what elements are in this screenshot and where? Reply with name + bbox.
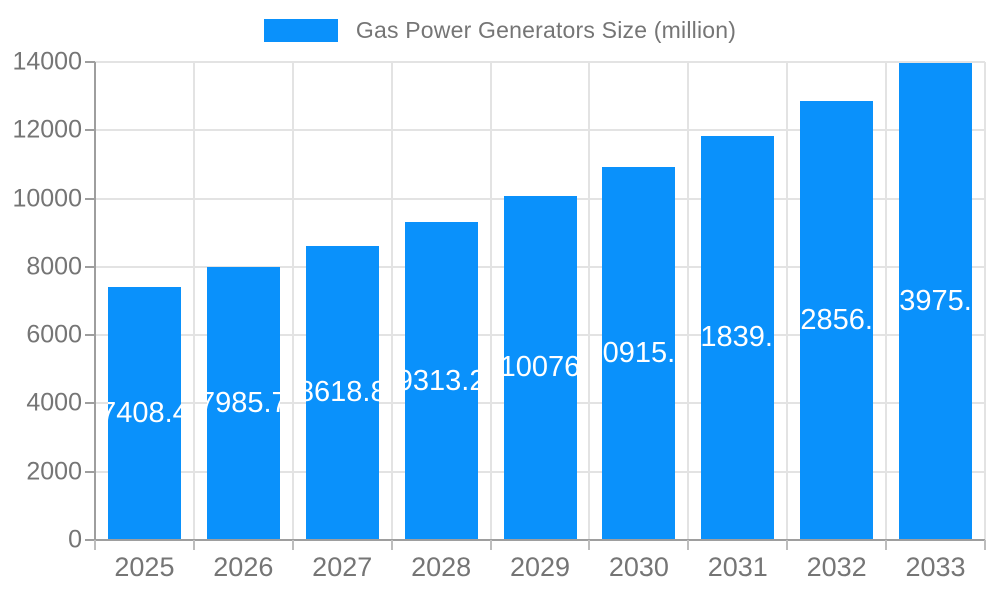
x-axis-label-2027: 2027 xyxy=(312,552,373,582)
x-tick-5 xyxy=(588,540,591,550)
x-tick-0 xyxy=(94,540,96,550)
y-tick-12000 xyxy=(85,129,95,132)
y-tick-8000 xyxy=(85,265,95,268)
x-tick-9 xyxy=(984,540,986,550)
x-tick-3 xyxy=(390,540,393,550)
y-axis-label-14000: 14000 xyxy=(12,47,82,76)
bar-value-label-2031: 11839.1 xyxy=(701,321,774,354)
x-tick-2 xyxy=(291,540,294,550)
bar-2031[interactable]: 11839.1 xyxy=(701,135,775,540)
bar-value-label-2028: 9313.2 xyxy=(404,364,478,397)
y-tick-0 xyxy=(85,539,95,541)
legend-swatch-icon xyxy=(263,18,338,42)
y-axis-label-10000: 10000 xyxy=(12,184,82,213)
y-tick-14000 xyxy=(85,61,95,63)
y-axis-label-2000: 2000 xyxy=(26,457,82,486)
y-tick-6000 xyxy=(85,334,95,337)
x-axis-label-2025: 2025 xyxy=(114,552,175,582)
h-gridline-12000 xyxy=(95,129,985,132)
bar-value-label-2029: 10076 xyxy=(503,351,577,384)
x-axis-label-2033: 2033 xyxy=(905,552,966,582)
v-gridline-3 xyxy=(390,62,393,540)
bar-value-label-2032: 12856.2 xyxy=(800,304,873,337)
v-gridline-2 xyxy=(291,62,294,540)
x-axis-label-2029: 2029 xyxy=(509,552,571,582)
bar-2028[interactable]: 9313.2 xyxy=(404,222,478,540)
bar-2026[interactable]: 7985.7 xyxy=(206,267,280,540)
bar-value-label-2033: 13975.2 xyxy=(899,284,972,317)
bar-2032[interactable]: 12856.2 xyxy=(800,101,874,540)
h-gridline-14000 xyxy=(95,61,985,63)
bar-2025[interactable]: 7408.4 xyxy=(107,287,181,540)
y-axis-label-12000: 12000 xyxy=(12,115,82,144)
bar-2033[interactable]: 13975.2 xyxy=(899,62,973,540)
legend-label: Gas Power Generators Size (million) xyxy=(355,16,737,43)
bar-2027[interactable]: 8618.8 xyxy=(305,245,379,540)
bar-value-label-2030: 10915.2 xyxy=(602,337,676,370)
x-tick-6 xyxy=(687,540,690,550)
x-tick-4 xyxy=(489,540,492,550)
v-gridline-9 xyxy=(984,62,986,540)
bar-value-label-2027: 8618.8 xyxy=(305,376,379,409)
y-tick-4000 xyxy=(85,402,95,405)
y-axis-label-4000: 4000 xyxy=(26,388,82,417)
bar-2029[interactable]: 10076 xyxy=(503,195,577,540)
y-axis-label-6000: 6000 xyxy=(26,320,82,349)
bar-value-label-2026: 7985.7 xyxy=(206,387,280,420)
bar-value-label-2025: 7408.4 xyxy=(107,397,181,430)
x-axis-label-2026: 2026 xyxy=(213,552,274,582)
x-axis-label-2030: 2030 xyxy=(608,552,669,582)
y-tick-2000 xyxy=(85,470,95,473)
v-gridline-5 xyxy=(588,62,591,540)
y-axis-label-0: 0 xyxy=(68,525,82,554)
y-axis-line xyxy=(94,62,96,540)
v-gridline-1 xyxy=(192,62,195,540)
v-gridline-7 xyxy=(786,62,789,540)
plot-area: 7408.4 7985.7 8618.8 9313.2 10076 10915.2 1183… xyxy=(93,61,986,541)
y-axis-label-8000: 8000 xyxy=(26,252,82,281)
legend-item[interactable]: Gas Power Generators Size (million) xyxy=(263,16,737,44)
x-axis-label-2032: 2032 xyxy=(806,552,867,582)
bar-2030[interactable]: 10915.2 xyxy=(602,167,676,540)
x-tick-7 xyxy=(786,540,789,550)
x-axis-label-2031: 2031 xyxy=(707,552,768,582)
y-tick-10000 xyxy=(85,197,95,200)
x-tick-1 xyxy=(192,540,195,550)
x-axis-label-2028: 2028 xyxy=(411,552,472,582)
v-gridline-4 xyxy=(489,62,492,540)
v-gridline-8 xyxy=(885,62,888,540)
x-axis-line xyxy=(93,539,985,541)
v-gridline-6 xyxy=(687,62,690,540)
x-tick-8 xyxy=(885,540,888,550)
chart-legend: Gas Power Generators Size (million) xyxy=(0,14,1000,46)
